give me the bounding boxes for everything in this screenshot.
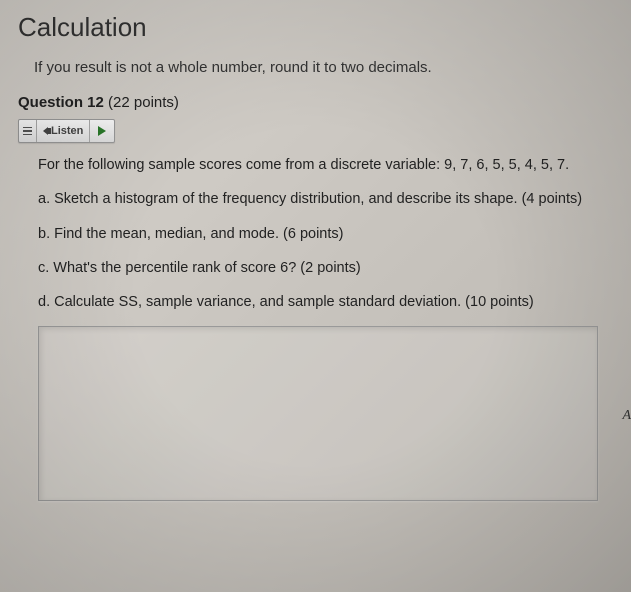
listen-button[interactable]: Listen <box>37 120 90 142</box>
page-title: Calculation <box>18 12 613 43</box>
question-number: Question 12 <box>18 94 104 111</box>
instruction-text: If you result is not a whole number, rou… <box>34 59 613 76</box>
play-icon <box>98 126 106 136</box>
listen-label: Listen <box>51 125 83 137</box>
listen-toolbar: Listen <box>18 119 613 143</box>
question-header: Question 12 (22 points) <box>18 94 613 111</box>
resize-handle-icon[interactable]: A/ <box>623 408 631 424</box>
question-points: (22 points) <box>108 94 179 111</box>
play-button[interactable] <box>90 120 114 142</box>
question-intro: For the following sample scores come fro… <box>38 155 613 175</box>
question-body: For the following sample scores come fro… <box>38 155 613 312</box>
question-part-b: b. Find the mean, median, and mode. (6 p… <box>38 224 613 244</box>
menu-icon <box>23 127 32 136</box>
listen-menu-button[interactable] <box>19 120 37 142</box>
answer-area: A/ <box>38 326 613 506</box>
question-part-c: c. What's the percentile rank of score 6… <box>38 258 613 278</box>
question-part-d: d. Calculate SS, sample variance, and sa… <box>38 292 613 312</box>
question-part-a: a. Sketch a histogram of the frequency d… <box>38 189 613 209</box>
speaker-icon <box>43 127 48 135</box>
answer-textarea[interactable] <box>38 326 598 501</box>
listen-button-group: Listen <box>18 119 115 143</box>
